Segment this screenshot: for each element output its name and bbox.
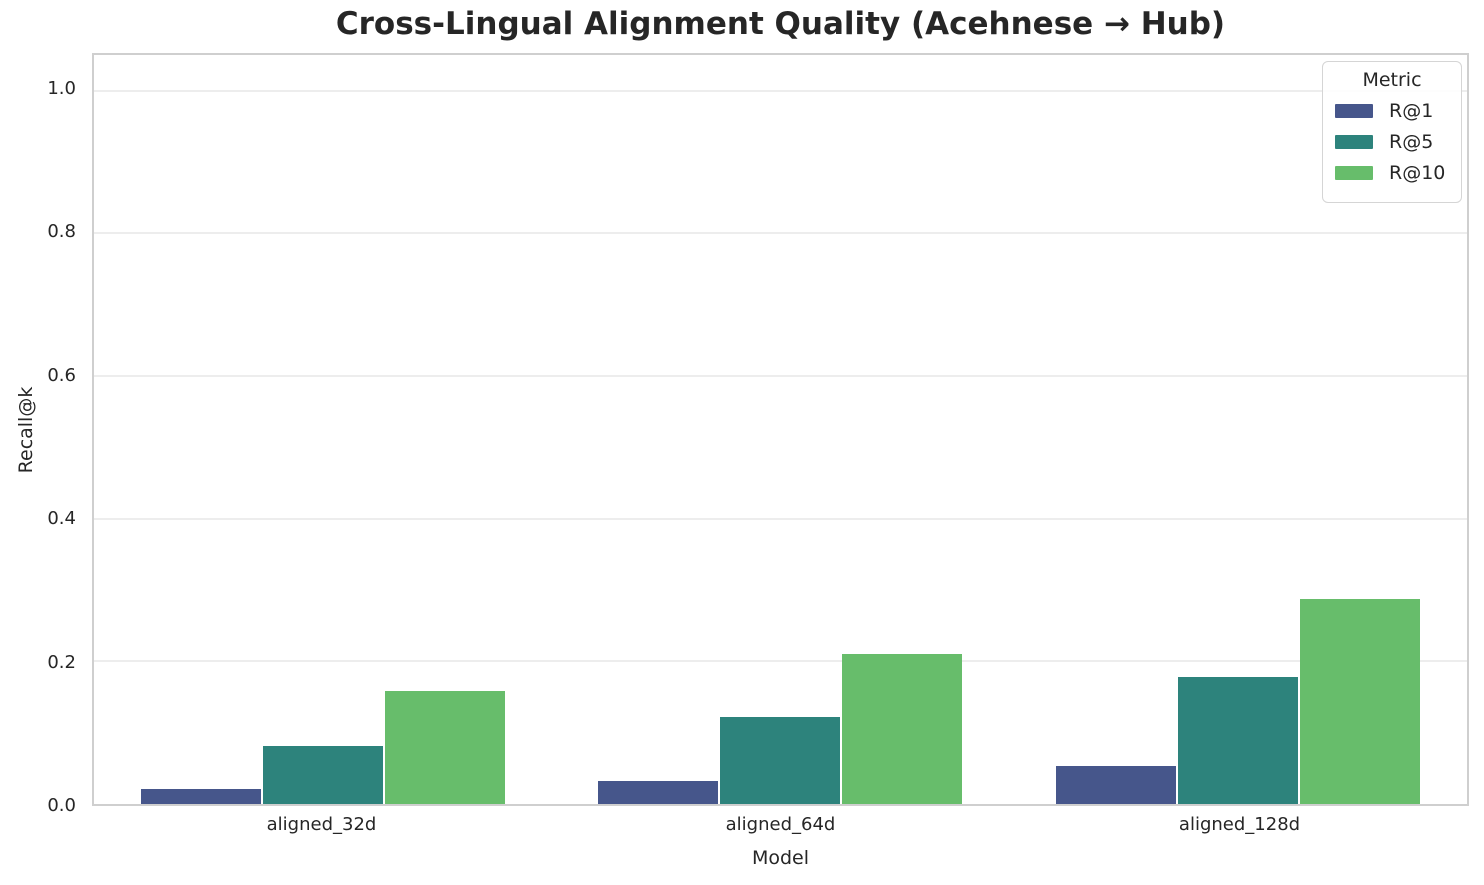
- y-tick-label: 0.6: [47, 364, 76, 386]
- gridline: [94, 660, 1467, 663]
- gridline: [94, 232, 1467, 235]
- bar-R@1-aligned_64d: [598, 781, 719, 804]
- bar-R@1-aligned_128d: [1056, 766, 1177, 804]
- y-tick-label: 0.4: [47, 508, 76, 530]
- gridline: [94, 517, 1467, 520]
- x-axis-ticks: aligned_32d aligned_64d aligned_128d: [92, 814, 1469, 835]
- y-tick-label: 0.8: [47, 221, 76, 243]
- bar-R@1-aligned_32d: [140, 789, 261, 804]
- bar-group-aligned_128d: [1009, 55, 1467, 804]
- y-axis-ticks: 0.0 0.2 0.4 0.6 0.8 1.0: [0, 53, 76, 814]
- legend-entry-R@10: R@10: [1335, 162, 1451, 184]
- legend-entries: R@1 R@5 R@10: [1333, 100, 1451, 184]
- legend-swatch-icon: [1335, 166, 1373, 180]
- bar-R@5-aligned_64d: [720, 716, 841, 804]
- legend-swatch-icon: [1335, 135, 1373, 149]
- bar-R@5-aligned_32d: [262, 745, 383, 804]
- x-tick-label-aligned_32d: aligned_32d: [266, 814, 377, 835]
- bar-R@10-aligned_64d: [842, 653, 963, 804]
- y-tick-label: 0.0: [47, 795, 76, 816]
- bar-R@10-aligned_128d: [1300, 598, 1421, 804]
- y-tick-label: 0.2: [47, 651, 76, 673]
- legend-swatch-icon: [1335, 104, 1373, 118]
- bar-R@5-aligned_128d: [1178, 677, 1299, 804]
- x-axis-label: Model: [751, 847, 810, 869]
- plot-area: [92, 53, 1469, 806]
- x-tick-label-aligned_64d: aligned_64d: [725, 814, 836, 835]
- y-tick-label: 1.0: [47, 77, 76, 99]
- legend-entry-R@5: R@5: [1335, 131, 1451, 153]
- bar-group-aligned_64d: [552, 55, 1010, 804]
- gridline: [94, 89, 1467, 92]
- chart-title: Cross-Lingual Alignment Quality (Acehnes…: [335, 6, 1226, 42]
- legend-label: R@5: [1389, 131, 1434, 153]
- bar-group-aligned_32d: [94, 55, 552, 804]
- gridline: [94, 375, 1467, 377]
- legend-title: Metric: [1362, 69, 1422, 91]
- legend-label: R@10: [1389, 162, 1446, 184]
- bar-R@10-aligned_32d: [384, 690, 505, 804]
- x-tick-label-aligned_128d: aligned_128d: [1178, 814, 1301, 835]
- legend-entry-R@1: R@1: [1335, 100, 1451, 122]
- legend-label: R@1: [1389, 100, 1434, 122]
- legend: Metric R@1 R@5 R@10: [1322, 61, 1462, 203]
